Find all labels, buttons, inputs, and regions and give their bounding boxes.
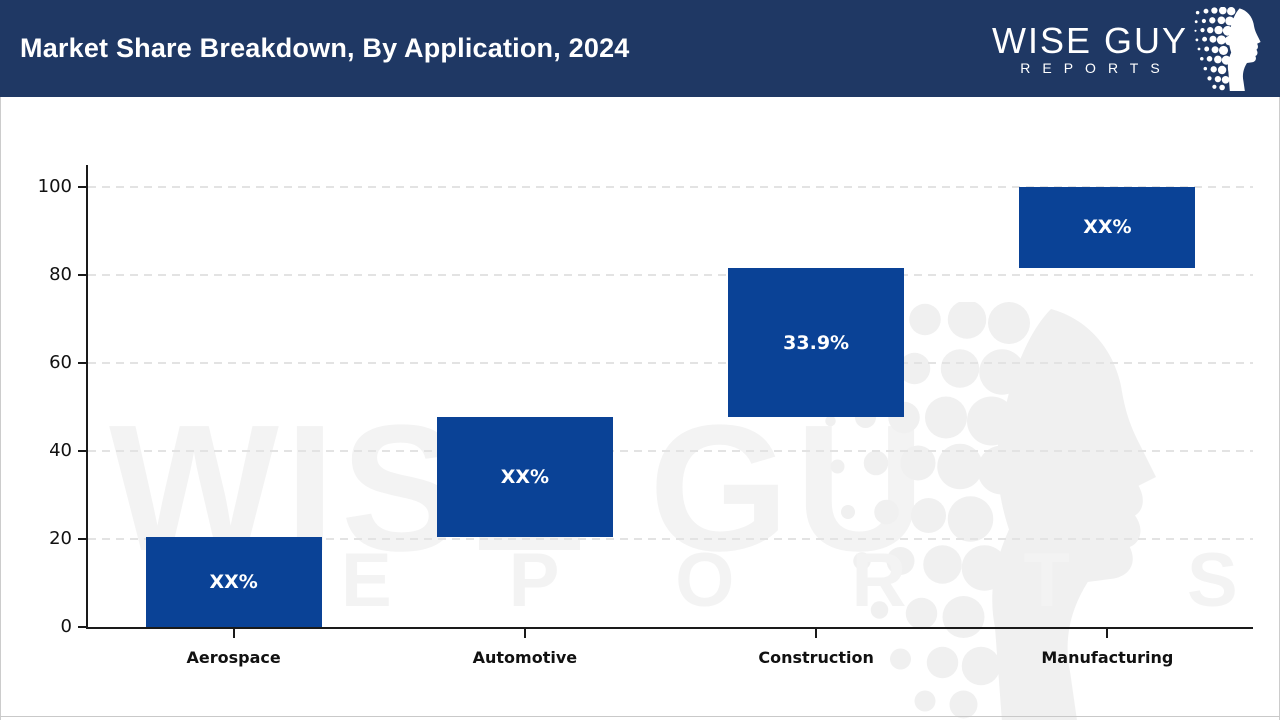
- bar-construction: 33.9%: [728, 267, 905, 418]
- bar-value-label: XX%: [1083, 216, 1132, 239]
- gridline-y-20: [88, 538, 1253, 540]
- logo-wordmark: WISE GUY: [991, 19, 1188, 61]
- y-tick-label-40: 40: [49, 440, 72, 461]
- y-tick-60: [78, 362, 86, 364]
- y-tick-label-0: 0: [60, 616, 72, 637]
- wiseguy-logo: WISE GUY REPORTS: [991, 6, 1262, 91]
- gridline-y-100: [88, 186, 1253, 188]
- bar-value-label: XX%: [209, 571, 258, 594]
- gridline-y-40: [88, 450, 1253, 452]
- x-tick-automotive: [523, 629, 526, 638]
- chart-title: Market Share Breakdown, By Application, …: [20, 33, 630, 63]
- y-tick-40: [78, 450, 86, 452]
- x-tick-manufacturing: [1106, 629, 1109, 638]
- bar-value-label: XX%: [500, 466, 550, 489]
- logo-subtitle: REPORTS: [1020, 59, 1172, 76]
- bottom-border: [0, 716, 1280, 717]
- x-axis-label-aerospace: Aerospace: [186, 648, 281, 667]
- y-axis-line: [86, 165, 88, 629]
- x-tick-aerospace: [232, 629, 235, 638]
- y-tick-20: [78, 538, 86, 540]
- bar-aerospace: XX%: [145, 537, 322, 627]
- y-tick-label-60: 60: [49, 352, 72, 373]
- bar-value-label: 33.9%: [783, 331, 850, 354]
- y-tick-label-100: 100: [37, 176, 72, 197]
- wiseguy-head-logo-icon: [1192, 6, 1262, 91]
- gridline-y-60: [88, 362, 1253, 364]
- x-tick-construction: [815, 629, 818, 638]
- x-axis-label-automotive: Automotive: [472, 648, 578, 667]
- logo-text: WISE GUY REPORTS: [991, 19, 1188, 76]
- x-axis-label-construction: Construction: [758, 648, 874, 667]
- y-tick-label-20: 20: [49, 528, 72, 549]
- y-tick-0: [78, 626, 86, 628]
- gridline-y-80: [88, 274, 1253, 276]
- header-bar: Market Share Breakdown, By Application, …: [0, 0, 1280, 97]
- y-tick-80: [78, 274, 86, 276]
- bar-automotive: XX%: [436, 417, 613, 538]
- x-axis-line: [86, 627, 1253, 629]
- plot-area: 0 20 40 60 80 100 XX% Aerospace XX% Automotive 33.…: [38, 165, 1253, 667]
- bar-manufacturing: XX%: [1019, 187, 1196, 268]
- x-axis-label-manufacturing: Manufacturing: [1041, 648, 1174, 667]
- y-tick-100: [78, 186, 86, 188]
- y-tick-label-80: 80: [49, 264, 72, 285]
